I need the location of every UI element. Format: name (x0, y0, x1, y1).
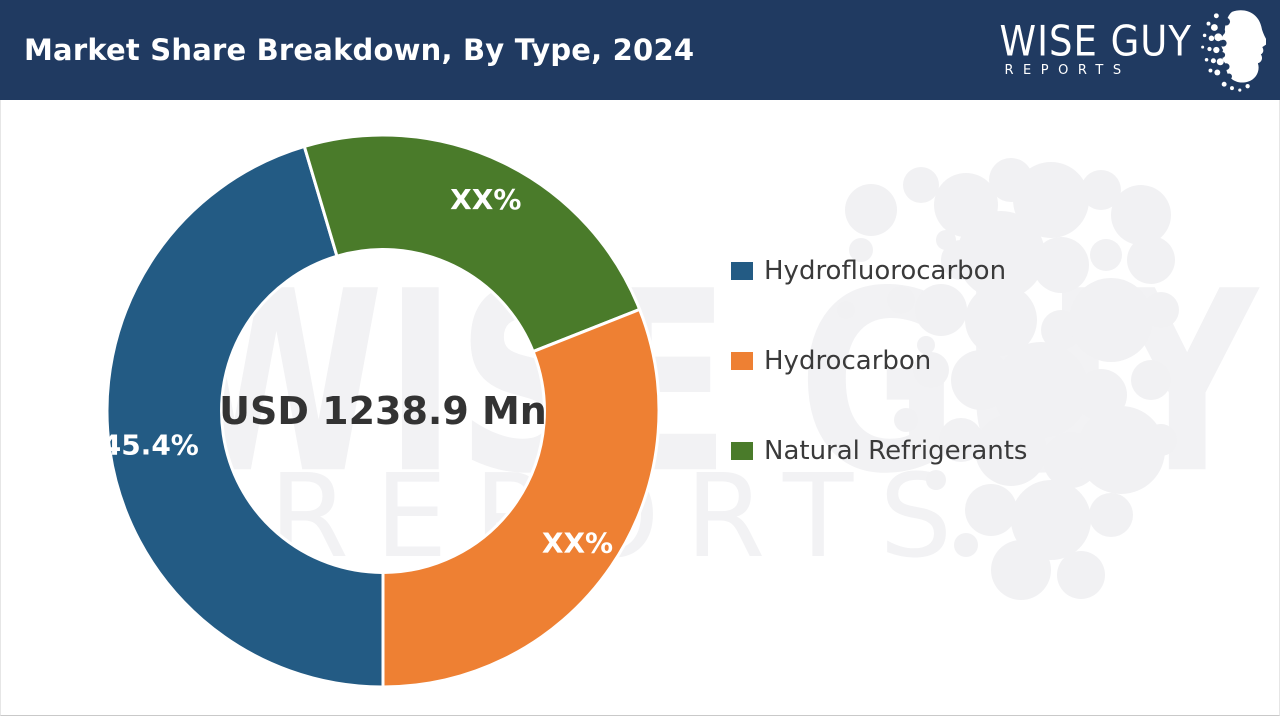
watermark-dot (926, 470, 946, 490)
watermark-dot (915, 284, 967, 336)
legend-item-hydrofluorocarbon: Hydrofluorocarbon (731, 252, 1027, 290)
watermark-dot (1057, 551, 1105, 599)
watermark-dot (913, 352, 949, 388)
donut-slice-natural-refrigerants (302, 133, 642, 354)
slice-label: XX% (542, 527, 613, 560)
header-bar: Market Share Breakdown, By Type, 2024 WI… (0, 0, 1280, 100)
legend-swatch-icon (731, 442, 753, 460)
wise-guy-logo: WISE GUY REPORTS (1000, 4, 1266, 96)
legend-swatch-icon (731, 262, 753, 280)
watermark-dot (849, 238, 873, 262)
watermark-dot (1011, 480, 1091, 560)
watermark-dot (1111, 185, 1171, 245)
watermark-dot (845, 184, 897, 236)
watermark-dot (1090, 239, 1122, 271)
slice-label: 45.4% (102, 428, 199, 461)
watermark-dot (917, 336, 935, 354)
watermark-dot (957, 211, 1045, 299)
chart-center-value: USD 1238.9 Mn (219, 389, 547, 433)
watermark-dot (965, 284, 1037, 356)
watermark-dot (1077, 406, 1165, 494)
donut-chart: 45.4% XX% XX% (102, 133, 661, 689)
chart-area: WISE GUY REPORTS 45.4%XX%XX% USD 1238.9 … (0, 100, 1280, 716)
legend-label: Natural Refrigerants (764, 436, 1028, 466)
watermark-dot (1033, 237, 1089, 293)
watermark-dot (894, 408, 918, 432)
watermark-dot (993, 342, 1089, 438)
watermark-dot (939, 418, 983, 462)
watermark-dot (991, 540, 1051, 600)
page-title: Market Share Breakdown, By Type, 2024 (24, 33, 695, 67)
watermark-dot (1131, 360, 1171, 400)
watermark-dot (1069, 278, 1153, 362)
watermark-dot (954, 533, 978, 557)
watermark-dot (936, 230, 956, 250)
donut-slice-hydrofluorocarbon (105, 144, 385, 689)
watermark-dot (1081, 170, 1121, 210)
watermark-dot (1143, 292, 1179, 328)
watermark-dot (975, 414, 1047, 486)
watermark-dot (1145, 424, 1177, 456)
watermark-face-dots-icon (837, 158, 1179, 600)
watermark-dot (1013, 162, 1089, 238)
watermark-dot (1127, 236, 1175, 284)
legend-item-natural-refrigerants: Natural Refrigerants (731, 432, 1027, 470)
logo-wordmark: WISE GUY (999, 16, 1192, 66)
legend-label: Hydrofluorocarbon (764, 256, 1007, 286)
legend-label: Hydrocarbon (764, 346, 932, 376)
logo-face-icon (1201, 10, 1266, 92)
watermark-dot (965, 484, 1017, 536)
logo-subtext: REPORTS (1004, 63, 1131, 79)
slice-label: XX% (450, 183, 521, 216)
watermark-dot (903, 167, 939, 203)
legend-swatch-icon (731, 352, 753, 370)
donut-slice-hydrocarbon (381, 307, 661, 689)
watermark-dot (1089, 493, 1133, 537)
legend-item-hydrocarbon: Hydrocarbon (731, 342, 1027, 380)
logo-wordmark-block: WISE GUY REPORTS (999, 16, 1192, 79)
watermark-dot (887, 286, 915, 314)
watermark-dot (837, 301, 855, 319)
chart-legend: Hydrofluorocarbon Hydrocarbon Natural Refr… (731, 252, 1027, 522)
